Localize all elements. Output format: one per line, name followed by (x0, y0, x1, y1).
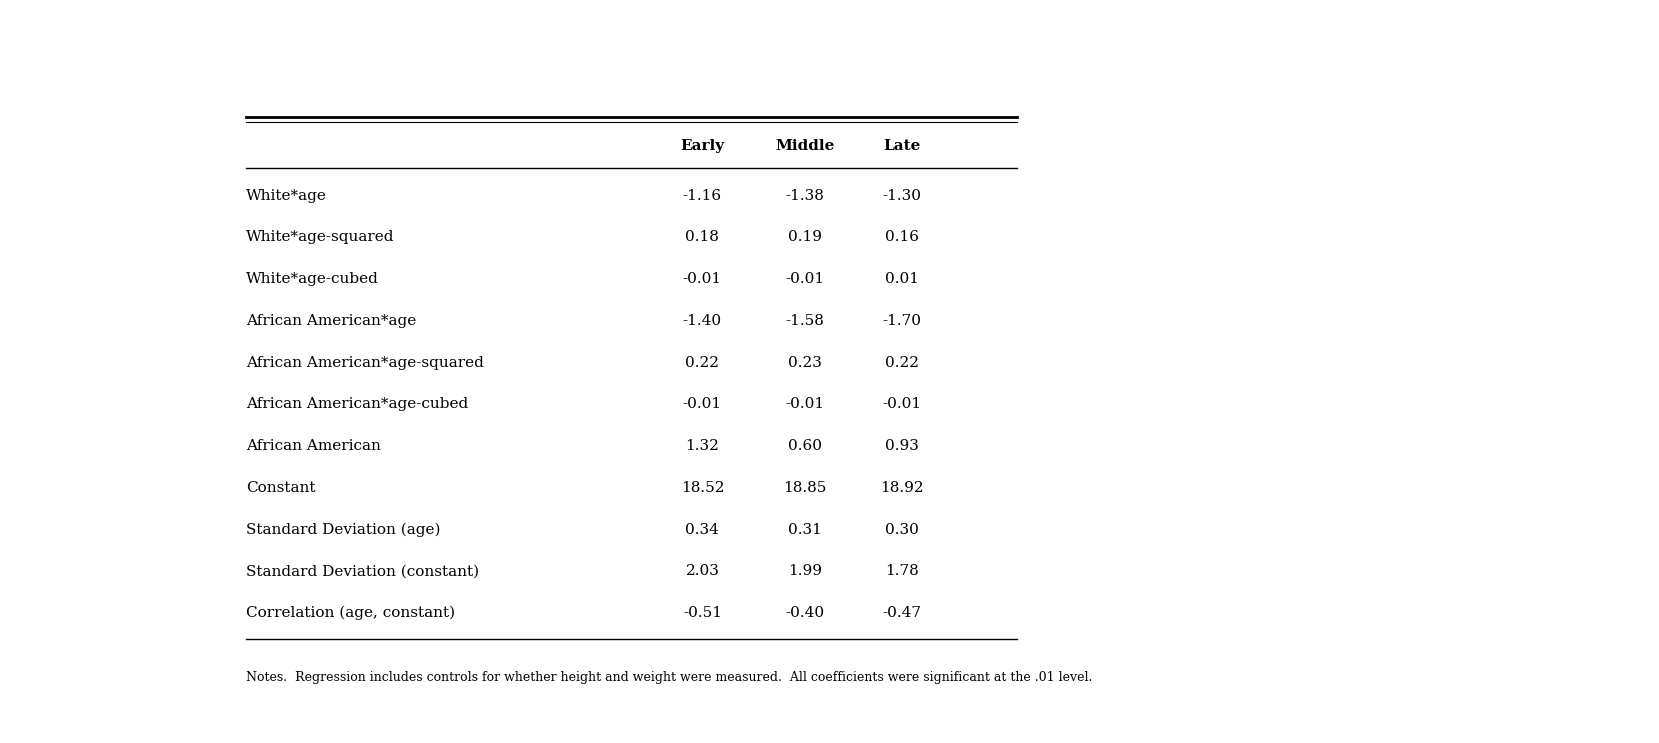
Text: -0.47: -0.47 (883, 606, 921, 620)
Text: 18.52: 18.52 (680, 481, 723, 495)
Text: -1.30: -1.30 (883, 189, 921, 203)
Text: -0.51: -0.51 (684, 606, 722, 620)
Text: 2.03: 2.03 (685, 565, 720, 579)
Text: 18.85: 18.85 (783, 481, 826, 495)
Text: 0.23: 0.23 (788, 356, 823, 369)
Text: -0.01: -0.01 (883, 398, 921, 412)
Text: Late: Late (883, 140, 921, 153)
Text: 0.34: 0.34 (685, 522, 720, 536)
Text: -1.16: -1.16 (684, 189, 722, 203)
Text: 18.92: 18.92 (879, 481, 924, 495)
Text: 0.16: 0.16 (884, 230, 919, 244)
Text: 1.32: 1.32 (685, 439, 720, 453)
Text: Notes.  Regression includes controls for whether height and weight were measured: Notes. Regression includes controls for … (246, 671, 1092, 684)
Text: 0.60: 0.60 (788, 439, 823, 453)
Text: African American: African American (246, 439, 382, 453)
Text: -1.70: -1.70 (883, 314, 921, 328)
Text: 0.22: 0.22 (884, 356, 919, 369)
Text: African American*age-cubed: African American*age-cubed (246, 398, 468, 412)
Text: -1.38: -1.38 (786, 189, 825, 203)
Text: White*age-cubed: White*age-cubed (246, 272, 378, 286)
Text: 1.78: 1.78 (884, 565, 919, 579)
Text: 0.31: 0.31 (788, 522, 823, 536)
Text: -0.01: -0.01 (786, 272, 825, 286)
Text: Middle: Middle (775, 140, 834, 153)
Text: White*age-squared: White*age-squared (246, 230, 395, 244)
Text: Standard Deviation (age): Standard Deviation (age) (246, 522, 440, 537)
Text: 0.19: 0.19 (788, 230, 823, 244)
Text: 0.93: 0.93 (884, 439, 919, 453)
Text: 0.18: 0.18 (685, 230, 720, 244)
Text: -0.01: -0.01 (684, 398, 722, 412)
Text: 1.99: 1.99 (788, 565, 823, 579)
Text: -0.40: -0.40 (786, 606, 825, 620)
Text: White*age: White*age (246, 189, 327, 203)
Text: -1.40: -1.40 (684, 314, 722, 328)
Text: 0.01: 0.01 (884, 272, 919, 286)
Text: Standard Deviation (constant): Standard Deviation (constant) (246, 565, 479, 579)
Text: African American*age: African American*age (246, 314, 416, 328)
Text: -0.01: -0.01 (684, 272, 722, 286)
Text: 0.30: 0.30 (884, 522, 919, 536)
Text: Early: Early (680, 140, 725, 153)
Text: 0.22: 0.22 (685, 356, 720, 369)
Text: African American*age-squared: African American*age-squared (246, 356, 484, 369)
Text: -0.01: -0.01 (786, 398, 825, 412)
Text: -1.58: -1.58 (786, 314, 825, 328)
Text: Correlation (age, constant): Correlation (age, constant) (246, 606, 455, 620)
Text: Constant: Constant (246, 481, 315, 495)
